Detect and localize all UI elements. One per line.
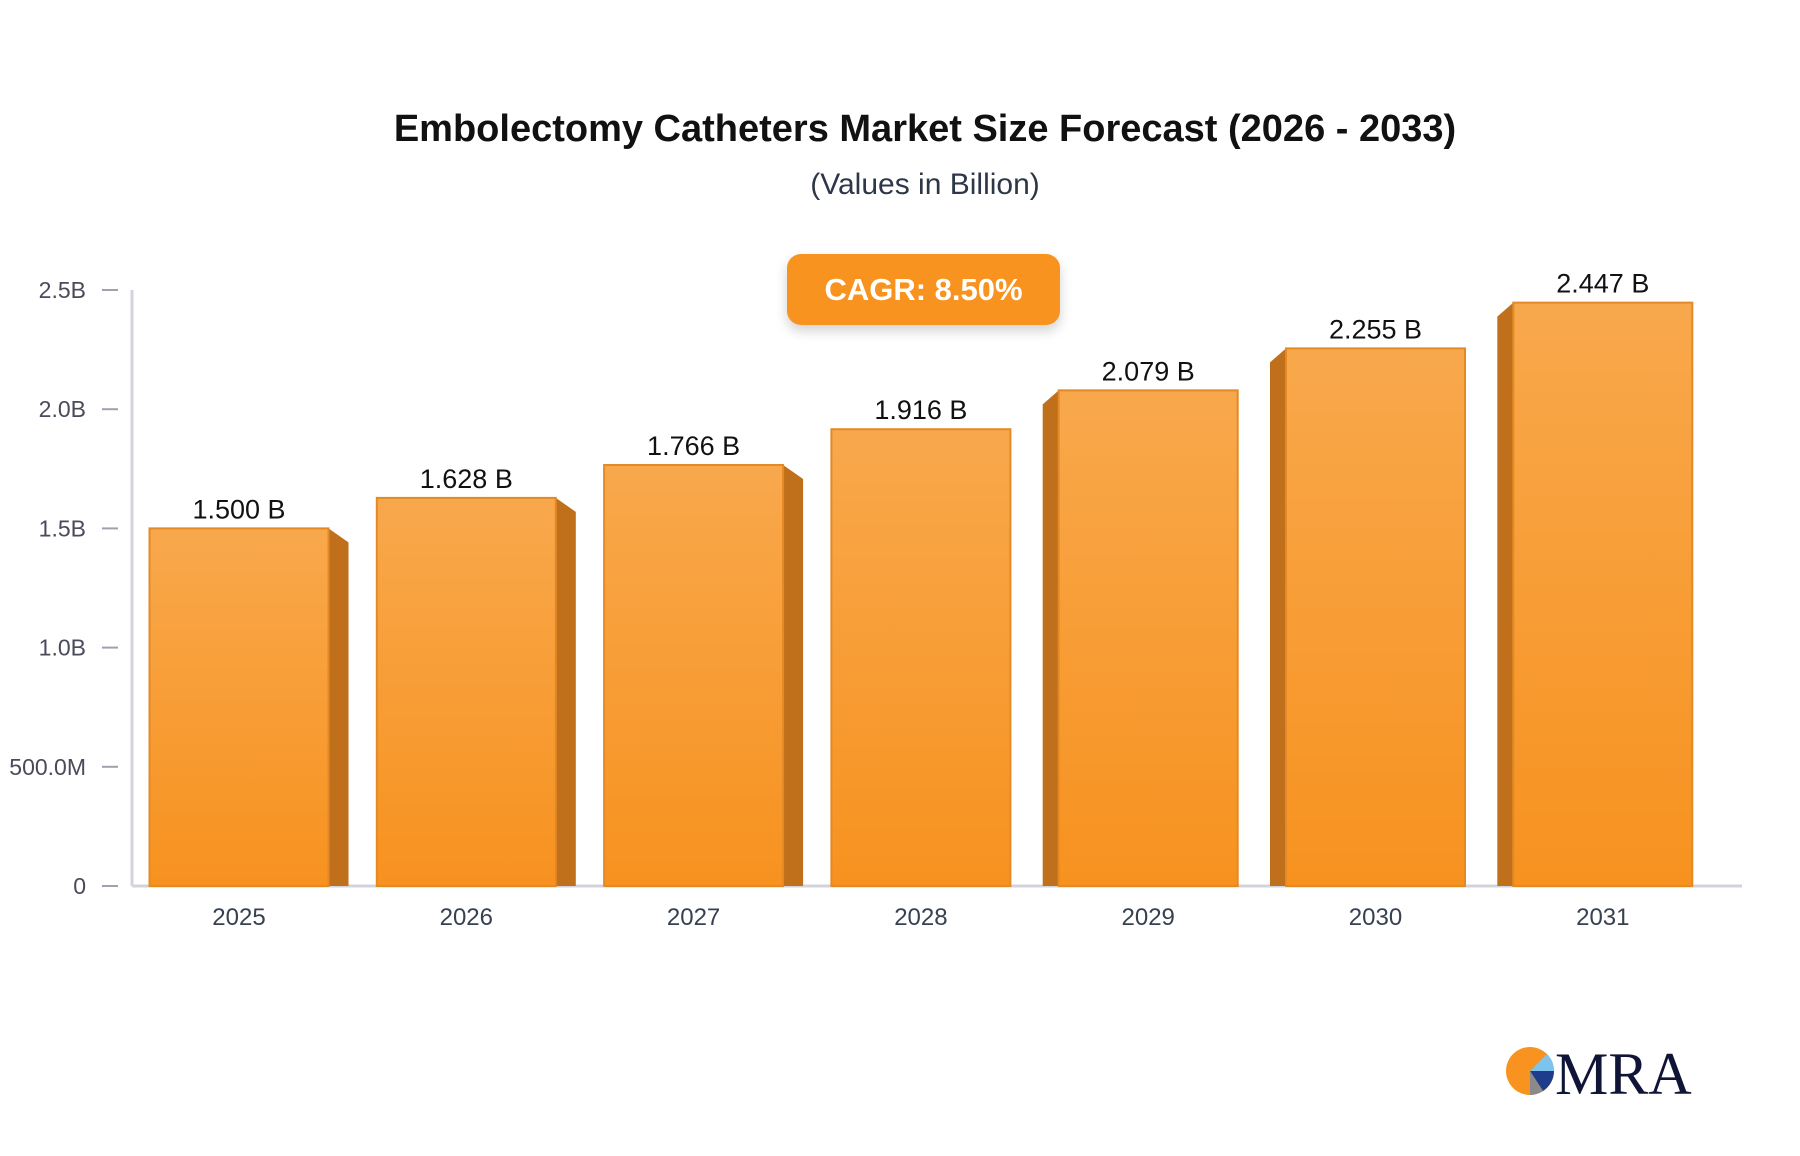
- svg-text:MRA: MRA: [1555, 1041, 1692, 1100]
- y-tick-label: 500.0M: [9, 754, 86, 780]
- data-label: 1.628 B: [420, 464, 513, 494]
- chart-title: Embolectomy Catheters Market Size Foreca…: [393, 108, 1457, 150]
- bar-side: [328, 528, 349, 886]
- data-label: 2.447 B: [1556, 269, 1649, 299]
- data-label: 2.255 B: [1329, 314, 1422, 344]
- mra-logo: MRA: [1506, 1041, 1692, 1100]
- bar-side: [1042, 390, 1059, 886]
- bar-side: [783, 464, 804, 886]
- bar-2026: [375, 496, 557, 887]
- bar-2028: [830, 428, 1012, 887]
- x-tick-label: 2030: [1349, 904, 1402, 931]
- bar-2029: [1057, 389, 1239, 887]
- x-tick-label: 2026: [440, 904, 493, 931]
- y-tick-label: 1.5B: [39, 515, 86, 541]
- x-tick-label: 2029: [1122, 904, 1175, 931]
- data-label: 1.500 B: [192, 494, 285, 524]
- bar-2025: [148, 527, 330, 888]
- bar-2031: [1512, 301, 1694, 887]
- cagr-badge: CAGR: 8.50%: [787, 254, 1060, 325]
- y-tick-label: 2.5B: [39, 277, 86, 303]
- data-label: 2.079 B: [1102, 356, 1195, 386]
- y-tick-label: 2.0B: [39, 396, 86, 422]
- data-label: 1.766 B: [647, 431, 740, 461]
- x-tick-label: 2031: [1576, 904, 1629, 931]
- data-label: 1.916 B: [874, 395, 967, 425]
- y-tick-label: 0: [73, 873, 86, 899]
- y-tick-label: 1.0B: [39, 635, 86, 661]
- x-tick-label: 2028: [894, 904, 947, 931]
- bar-side: [555, 497, 576, 886]
- x-tick-label: 2025: [212, 904, 265, 931]
- bar-side: [1270, 348, 1286, 887]
- x-tick-label: 2027: [667, 904, 720, 931]
- bar-2027: [603, 463, 785, 887]
- chart-subtitle: (Values in Billion): [810, 168, 1040, 201]
- bar-side: [1497, 302, 1514, 886]
- bar-2030: [1285, 347, 1466, 887]
